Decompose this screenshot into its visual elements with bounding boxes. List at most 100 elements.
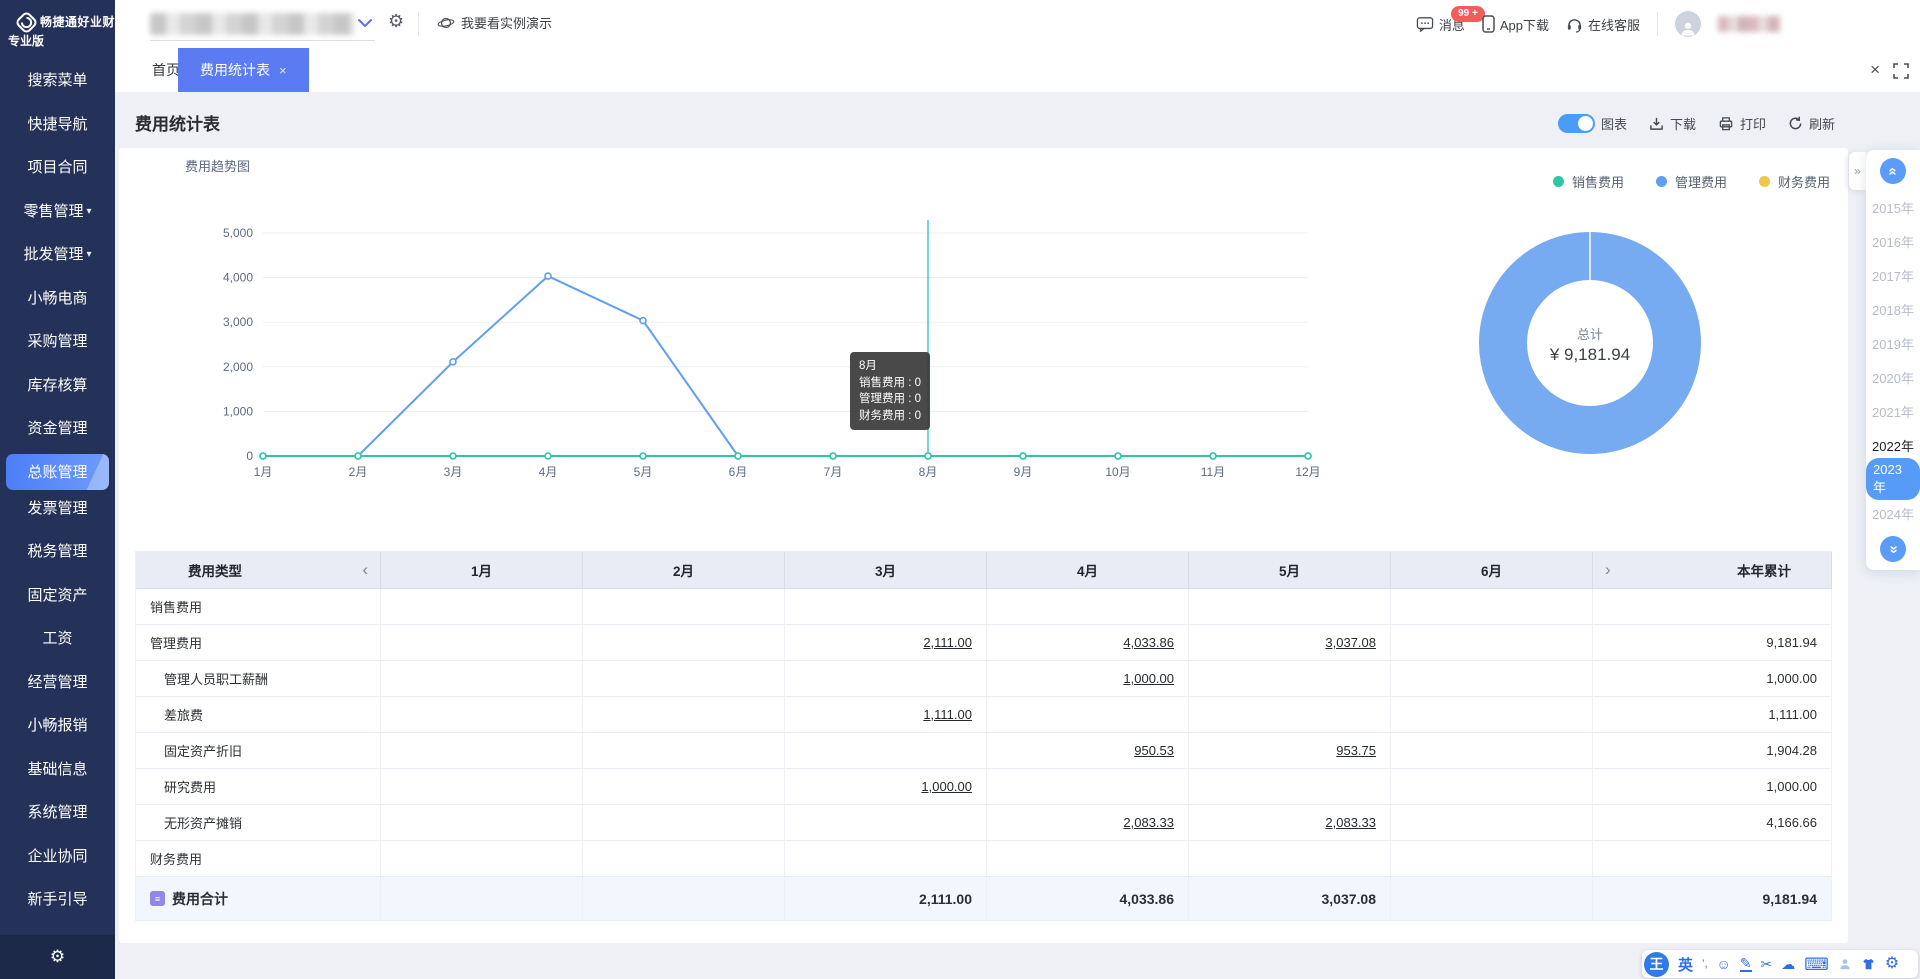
- amount-link[interactable]: 1,111.00: [923, 707, 972, 722]
- tab-close-icon[interactable]: ×: [279, 62, 287, 78]
- tab-expense-statistics[interactable]: 费用统计表 ×: [178, 48, 309, 92]
- amount-cell[interactable]: 1,000.00: [785, 769, 987, 805]
- sidebar-item-19[interactable]: 新手引导: [27, 891, 88, 909]
- years-scroll-up-button[interactable]: «: [1880, 158, 1906, 184]
- sidebar-item-18[interactable]: 企业协同: [27, 847, 88, 865]
- print-button[interactable]: 打印: [1718, 114, 1766, 133]
- amount-link[interactable]: 2,083.33: [1325, 815, 1376, 830]
- settings-gear-icon[interactable]: ⚙: [388, 11, 405, 31]
- amount-cell[interactable]: 950.53: [987, 733, 1189, 769]
- year-item-2016[interactable]: 2016年: [1872, 234, 1914, 250]
- sidebar-item-5[interactable]: 小畅电商: [27, 289, 88, 307]
- expense-donut-chart[interactable]: [1470, 223, 1710, 463]
- app-download-button[interactable]: App下载: [1482, 15, 1549, 34]
- amount-cell[interactable]: 4,033.86: [987, 625, 1189, 661]
- demo-link[interactable]: 我要看实例演示: [437, 13, 552, 32]
- ime-emoji-icon[interactable]: ☺: [1716, 956, 1731, 972]
- total-amount-cell: [583, 877, 785, 921]
- amount-link[interactable]: 2,111.00: [923, 635, 972, 650]
- chevron-down-icon[interactable]: [357, 17, 373, 29]
- year-panel-collapse-handle[interactable]: »: [1849, 152, 1866, 190]
- next-months-button[interactable]: ›: [1605, 560, 1611, 579]
- ime-punctuation-icon[interactable]: ’,: [1702, 957, 1708, 970]
- sidebar-item-2[interactable]: 项目合同: [27, 159, 88, 177]
- ime-handwriting-icon[interactable]: ✎: [1739, 955, 1752, 972]
- amount-cell[interactable]: 2,083.33: [987, 805, 1189, 841]
- ime-logo-icon[interactable]: 王: [1644, 951, 1669, 977]
- year-item-2019[interactable]: 2019年: [1872, 336, 1914, 352]
- year-item-2021[interactable]: 2021年: [1872, 404, 1914, 420]
- tab-home[interactable]: 首页: [152, 62, 180, 78]
- download-button[interactable]: 下载: [1649, 114, 1696, 133]
- sidebar-item-16[interactable]: 基础信息: [27, 760, 88, 778]
- amount-cell[interactable]: 953.75: [1189, 733, 1391, 769]
- fullscreen-icon[interactable]: [1893, 63, 1909, 79]
- amount-link[interactable]: 3,037.08: [1325, 635, 1376, 650]
- amount-cell: [1391, 805, 1593, 841]
- amount-link[interactable]: 4,033.86: [1123, 635, 1174, 650]
- topbar: ⚙ 我要看实例演示 消息 99 +: [115, 0, 1920, 48]
- sidebar-item-7[interactable]: 库存核算: [27, 376, 88, 394]
- legend-item[interactable]: 销售费用: [1552, 172, 1624, 191]
- amount-link[interactable]: 2,083.33: [1123, 815, 1174, 830]
- sidebar-item-13[interactable]: 工资: [42, 630, 73, 648]
- years-scroll-down-button[interactable]: «: [1880, 536, 1906, 562]
- table-row: 研究费用 1,000.00 1,000.00: [136, 769, 1832, 805]
- amount-cell: [1189, 697, 1391, 733]
- sidebar-item-1[interactable]: 快捷导航: [27, 115, 88, 133]
- prev-months-button[interactable]: ‹: [362, 560, 368, 579]
- sidebar-item-0[interactable]: 搜索菜单: [27, 72, 88, 90]
- year-item-2024[interactable]: 2024年: [1872, 506, 1914, 522]
- year-item-2017[interactable]: 2017年: [1872, 268, 1914, 284]
- chart-toggle[interactable]: 图表: [1558, 114, 1627, 133]
- sidebar-item-3[interactable]: 零售管理 ▾: [23, 202, 92, 220]
- sidebar-item-8[interactable]: 资金管理: [27, 420, 88, 438]
- year-item-2020[interactable]: 2020年: [1872, 370, 1914, 386]
- legend-item[interactable]: 财务费用: [1758, 172, 1830, 191]
- year-item-2022[interactable]: 2022年: [1872, 438, 1914, 454]
- amount-link[interactable]: 1,000.00: [1123, 671, 1174, 686]
- close-icon[interactable]: ×: [1870, 60, 1880, 79]
- amount-link[interactable]: 950.53: [1134, 743, 1174, 758]
- amount-link[interactable]: 1,000.00: [921, 779, 972, 794]
- username-redacted[interactable]: [1718, 16, 1780, 32]
- company-selector-underline: [150, 40, 375, 41]
- year-item-2018[interactable]: 2018年: [1872, 302, 1914, 318]
- sidebar-settings[interactable]: ⚙: [0, 935, 115, 979]
- support-button[interactable]: 在线客服: [1566, 15, 1640, 34]
- legend-item[interactable]: 管理费用: [1655, 172, 1727, 191]
- expense-trend-line-chart[interactable]: 0 1,000 2,000 3,000 4,000 5,000 1月 2月 3月 4月 5月 6月 7月…: [200, 200, 1370, 490]
- ime-settings-icon[interactable]: ⚙: [1884, 955, 1900, 972]
- amount-cell[interactable]: 2,083.33: [1189, 805, 1391, 841]
- sidebar-item-9[interactable]: 总账管理: [6, 453, 109, 490]
- year-item-2023[interactable]: 2023年: [1866, 458, 1920, 500]
- sidebar-item-10[interactable]: 发票管理: [27, 499, 88, 517]
- year-item-2015[interactable]: 2015年: [1872, 200, 1914, 216]
- sidebar-item-15[interactable]: 小畅报销: [27, 717, 88, 735]
- messages-button[interactable]: 消息 99 +: [1416, 5, 1485, 34]
- amount-cell[interactable]: 1,111.00: [785, 697, 987, 733]
- sidebar-item-14[interactable]: 经营管理: [27, 673, 88, 691]
- company-selector[interactable]: [150, 13, 355, 35]
- amount-cell[interactable]: 1,000.00: [987, 661, 1189, 697]
- ime-account-icon[interactable]: [1838, 957, 1852, 971]
- ime-language-toggle[interactable]: 英: [1678, 956, 1694, 974]
- amount-cell[interactable]: 2,111.00: [785, 625, 987, 661]
- sidebar-item-4[interactable]: 批发管理 ▾: [23, 246, 92, 264]
- sidebar-item-17[interactable]: 系统管理: [27, 804, 88, 822]
- sidebar-item-6[interactable]: 采购管理: [27, 333, 88, 351]
- ime-cloud-icon[interactable]: ☁: [1781, 956, 1796, 972]
- toggle-switch[interactable]: [1558, 114, 1595, 133]
- avatar[interactable]: [1675, 11, 1701, 37]
- amount-cell: [1391, 697, 1593, 733]
- refresh-button[interactable]: 刷新: [1788, 114, 1835, 133]
- amount-link[interactable]: 953.75: [1336, 743, 1376, 758]
- amount-cell[interactable]: 3,037.08: [1189, 625, 1391, 661]
- ime-keyboard-icon[interactable]: ⌨: [1804, 954, 1829, 974]
- ime-skin-icon[interactable]: [1861, 957, 1876, 971]
- sidebar-item-11[interactable]: 税务管理: [27, 543, 88, 561]
- ime-scissors-icon[interactable]: ✂: [1760, 956, 1773, 972]
- expense-type-cell: 财务费用: [136, 841, 381, 877]
- app-logo: 畅捷通好业财 专业版: [0, 0, 115, 56]
- sidebar-item-12[interactable]: 固定资产: [27, 586, 88, 604]
